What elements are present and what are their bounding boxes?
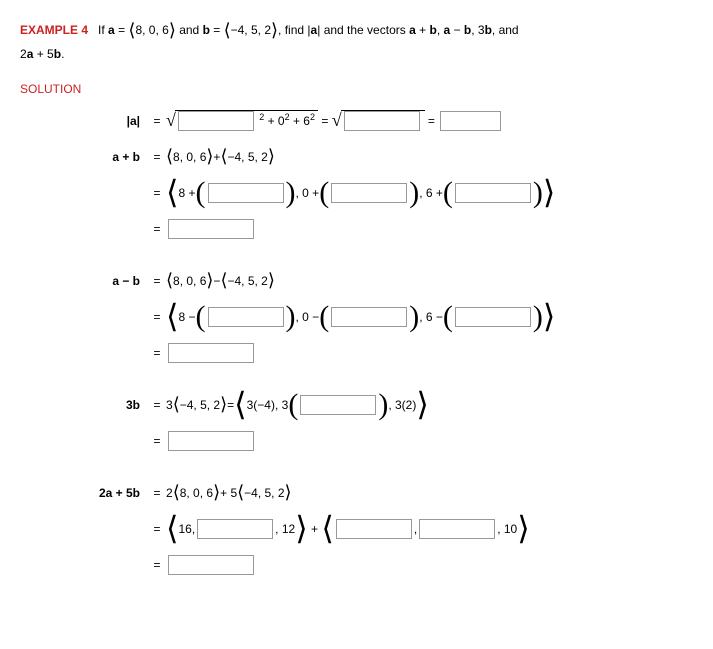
blank-maga-1[interactable] xyxy=(178,111,254,131)
blank-3b-1[interactable] xyxy=(300,395,376,415)
blank-2a5b-1[interactable] xyxy=(197,519,273,539)
lhs-maga: |a| xyxy=(20,114,148,128)
angle-close-icon: ⟩ xyxy=(416,392,428,418)
example-prompt: EXAMPLE 4 If a = ⟨8, 0, 6⟩ and b = ⟨−4, … xyxy=(20,16,693,64)
rhs-2a5b-2: ⟨ 16, , 12 ⟩ + ⟨ , , 10 ⟩ xyxy=(166,516,530,542)
row-aminusb-3: = xyxy=(20,338,693,368)
txt-and2: and xyxy=(499,23,519,37)
blank-3b-result[interactable] xyxy=(168,431,254,451)
angle-close-icon: ⟩ xyxy=(295,516,307,542)
angle-open-icon: ⟨ xyxy=(166,304,178,330)
blank-maga-3[interactable] xyxy=(440,111,501,131)
blank-amb-2[interactable] xyxy=(331,307,407,327)
row-aminusb-2: = ⟨ 8 − (), 0 − (), 6 − () ⟩ xyxy=(20,302,693,332)
exp-2c: 2 xyxy=(310,112,315,122)
row-3b-1: 3b = 3⟨−4, 5, 2⟩ = ⟨ 3(−4), 3(), 3(2) ⟩ xyxy=(20,390,693,420)
angle-open-icon: ⟨ xyxy=(166,180,178,206)
blank-2a5b-result[interactable] xyxy=(168,555,254,575)
var-a: a xyxy=(108,23,115,37)
solution-label: SOLUTION xyxy=(20,82,693,96)
blank-amb-result[interactable] xyxy=(168,343,254,363)
row-aplusb-1: a + b = ⟨8, 0, 6⟩ + ⟨−4, 5, 2⟩ xyxy=(20,142,693,172)
amb: a − b, xyxy=(443,23,477,37)
eq: = xyxy=(148,114,166,128)
row-aminusb-1: a − b = ⟨8, 0, 6⟩ − ⟨−4, 5, 2⟩ xyxy=(20,266,693,296)
rhs-aminusb-2: ⟨ 8 − (), 0 − (), 6 − () ⟩ xyxy=(166,304,555,330)
blank-2a5b-3[interactable] xyxy=(419,519,495,539)
row-2a5b-3: = xyxy=(20,550,693,580)
angle-open-icon: ⟨ xyxy=(234,392,246,418)
angle-close-icon: ⟩ xyxy=(543,180,555,206)
blank-ab-3[interactable] xyxy=(455,183,531,203)
a-vec: = ⟨8, 0, 6⟩ xyxy=(118,23,176,37)
txt-find: find xyxy=(285,23,304,37)
txt-vectors: and the vectors xyxy=(324,23,406,37)
lhs-aplusb: a + b xyxy=(20,150,148,164)
rhs-2a5b-1: 2⟨8, 0, 6⟩ + 5⟨−4, 5, 2⟩ xyxy=(166,482,292,503)
lhs-aminusb: a − b xyxy=(20,274,148,288)
sqrt-content: 2 + 02 + 62 xyxy=(175,110,318,131)
sqrt-content-2 xyxy=(341,110,425,131)
mag-a: |a| xyxy=(307,23,323,37)
txt-and: and xyxy=(179,23,199,37)
exp-2: 2 xyxy=(259,112,264,122)
threeb: 3b, xyxy=(478,23,499,37)
row-maga: |a| = √ 2 + 02 + 62 = √ = xyxy=(20,106,693,136)
rhs-maga: √ 2 + 02 + 62 = √ = xyxy=(166,110,503,131)
row-aplusb-3: = xyxy=(20,214,693,244)
blank-amb-3[interactable] xyxy=(455,307,531,327)
rhs-aplusb-1: ⟨8, 0, 6⟩ + ⟨−4, 5, 2⟩ xyxy=(166,146,275,167)
angle-close-icon: ⟩ xyxy=(543,304,555,330)
txt-if: If xyxy=(98,23,105,37)
exp-2b: 2 xyxy=(285,112,290,122)
blank-2a5b-2[interactable] xyxy=(336,519,412,539)
angle-open-icon: ⟨ xyxy=(166,516,178,542)
angle-open-icon: ⟨ xyxy=(321,516,333,542)
angle-close-icon: ⟩ xyxy=(517,516,529,542)
row-2a5b-2: = ⟨ 16, , 12 ⟩ + ⟨ , , 10 ⟩ xyxy=(20,514,693,544)
twoa5b: 2a + 5b. xyxy=(20,47,64,61)
ab: a + b, xyxy=(409,23,443,37)
lhs-2a5b: 2a + 5b xyxy=(20,486,148,500)
lhs-3b: 3b xyxy=(20,398,148,412)
row-aplusb-2: = ⟨ 8 + (), 0 + (), 6 + () ⟩ xyxy=(20,178,693,208)
blank-ab-2[interactable] xyxy=(331,183,407,203)
example-label: EXAMPLE 4 xyxy=(20,23,88,37)
rhs-3b-1: 3⟨−4, 5, 2⟩ = ⟨ 3(−4), 3(), 3(2) ⟩ xyxy=(166,392,429,418)
blank-maga-2[interactable] xyxy=(344,111,420,131)
var-b: b xyxy=(203,23,210,37)
b-vec: = ⟨−4, 5, 2⟩, xyxy=(213,23,281,37)
blank-ab-result[interactable] xyxy=(168,219,254,239)
rhs-aminusb-1: ⟨8, 0, 6⟩ − ⟨−4, 5, 2⟩ xyxy=(166,270,275,291)
blank-amb-1[interactable] xyxy=(208,307,284,327)
row-2a5b-1: 2a + 5b = 2⟨8, 0, 6⟩ + 5⟨−4, 5, 2⟩ xyxy=(20,478,693,508)
blank-ab-1[interactable] xyxy=(208,183,284,203)
row-3b-2: = xyxy=(20,426,693,456)
rhs-aplusb-2: ⟨ 8 + (), 0 + (), 6 + () ⟩ xyxy=(166,180,555,206)
